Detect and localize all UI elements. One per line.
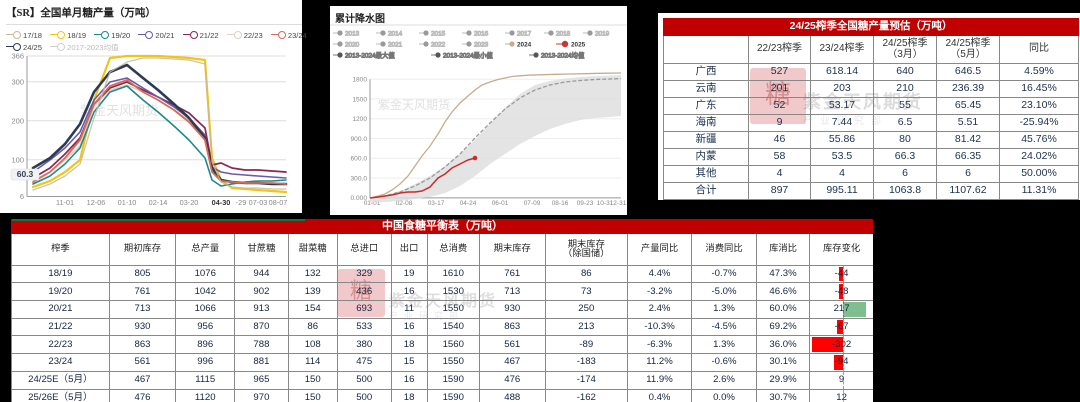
svg-text:2013: 2013	[345, 31, 360, 38]
svg-text:11-01: 11-01	[56, 198, 74, 207]
svg-text:03-17: 03-17	[428, 200, 445, 207]
svg-text:2013-2024最小值: 2013-2024最小值	[443, 51, 493, 60]
svg-text:2023: 2023	[474, 42, 489, 49]
svg-text:08-16: 08-16	[552, 200, 569, 207]
svg-text:366: 366	[11, 52, 24, 61]
svg-text:2013-2024均值: 2013-2024均值	[541, 51, 585, 60]
svg-text:12-31: 12-31	[610, 200, 627, 207]
svg-text:12-06: 12-06	[87, 198, 106, 207]
svg-text:09-23: 09-23	[577, 200, 594, 207]
svg-text:100: 100	[11, 155, 24, 164]
svg-text:06-01: 06-01	[492, 200, 509, 207]
svg-text:2013-2024最大值: 2013-2024最大值	[345, 51, 395, 60]
svg-text:03-20: 03-20	[180, 198, 199, 207]
svg-text:08-07: 08-07	[269, 198, 288, 207]
svg-text:60.3: 60.3	[17, 169, 34, 179]
svg-text:1800: 1800	[352, 77, 367, 84]
svg-text:300.0: 300.0	[350, 175, 367, 182]
svg-text:900.0: 900.0	[350, 136, 367, 143]
svg-text:1200: 1200	[352, 116, 367, 123]
svg-text:200: 200	[11, 116, 24, 125]
svg-text:2015: 2015	[431, 31, 446, 38]
svg-text:-29: -29	[236, 198, 247, 207]
svg-text:02-14: 02-14	[149, 198, 168, 207]
svg-text:2024: 2024	[517, 42, 532, 49]
svg-text:2022: 2022	[431, 42, 446, 49]
svg-text:2019: 2019	[595, 31, 610, 38]
svg-text:300: 300	[11, 77, 24, 86]
svg-text:07-09: 07-09	[524, 200, 541, 207]
svg-text:2021: 2021	[388, 42, 403, 49]
svg-text:1500: 1500	[352, 96, 367, 103]
svg-text:2018: 2018	[556, 31, 571, 38]
svg-text:2016: 2016	[474, 31, 489, 38]
svg-text:2020: 2020	[345, 42, 360, 49]
svg-text:2017: 2017	[517, 31, 532, 38]
svg-text:01-10: 01-10	[118, 198, 137, 207]
svg-text:04-30: 04-30	[212, 198, 231, 207]
svg-text:2025: 2025	[571, 42, 586, 49]
svg-text:6: 6	[20, 192, 24, 201]
svg-text:04-24: 04-24	[460, 200, 477, 207]
svg-text:600.0: 600.0	[350, 156, 367, 163]
svg-text:2014: 2014	[388, 31, 403, 38]
svg-text:07-03: 07-03	[249, 198, 268, 207]
